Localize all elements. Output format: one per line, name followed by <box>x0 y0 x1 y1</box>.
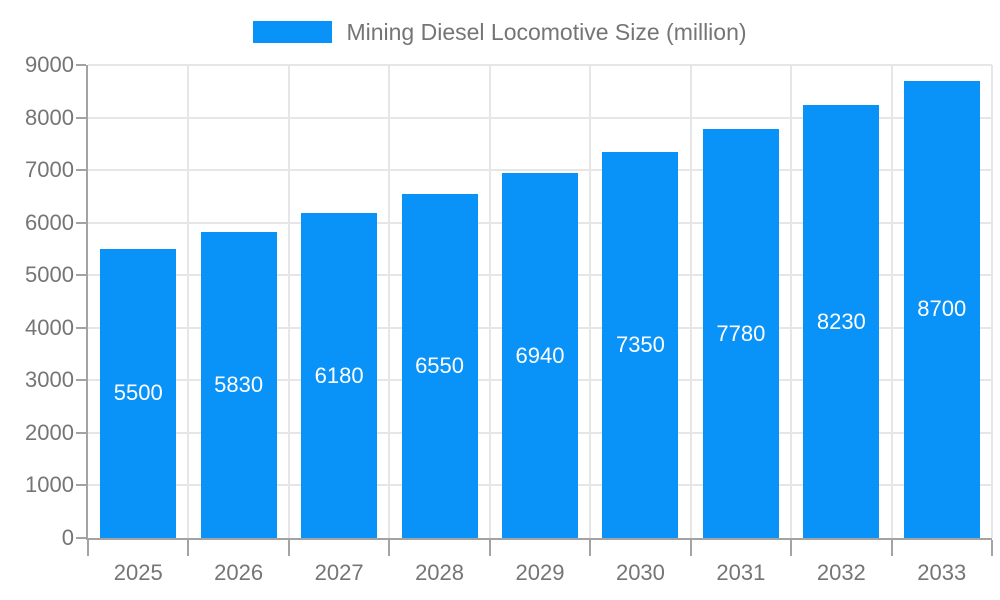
gridline-horizontal <box>88 116 992 119</box>
x-tick-label: 2033 <box>917 560 967 585</box>
bar[interactable] <box>502 173 578 538</box>
legend-swatch[interactable] <box>253 21 333 43</box>
legend[interactable]: Mining Diesel Locomotive Size (million) <box>0 20 1000 44</box>
y-axis-tick <box>76 431 86 434</box>
y-axis-tick <box>76 537 86 539</box>
y-tick-label: 5000 <box>25 262 74 288</box>
x-axis-tick <box>689 540 692 556</box>
y-tick-label: 4000 <box>25 314 74 340</box>
y-tick-label: 0 <box>61 525 74 550</box>
y-axis-tick <box>76 116 86 119</box>
x-axis-tick <box>991 540 993 556</box>
x-tick-label: 2027 <box>314 560 364 585</box>
x-axis-tick <box>388 540 391 556</box>
gridline-vertical <box>488 65 491 538</box>
x-tick-label: 2032 <box>816 560 866 585</box>
gridline-vertical <box>589 65 592 538</box>
y-axis-line <box>86 65 88 540</box>
bar[interactable] <box>100 248 177 538</box>
x-axis-tick <box>488 540 491 556</box>
x-tick-label: 2028 <box>415 560 465 585</box>
bar-value-label: 8230 <box>816 308 866 334</box>
x-axis-tick <box>187 540 190 556</box>
y-axis-tick <box>76 64 86 66</box>
bar-value-label: 5830 <box>214 371 264 397</box>
legend-label[interactable]: Mining Diesel Locomotive Size (million) <box>346 19 747 45</box>
x-axis-line <box>88 538 992 540</box>
bar-value-label: 6180 <box>314 362 364 388</box>
bar-value-label: 7350 <box>615 331 665 357</box>
y-axis-tick <box>76 484 86 487</box>
y-tick-label: 7000 <box>25 157 74 183</box>
x-axis-tick <box>790 540 793 556</box>
bar[interactable] <box>401 193 478 538</box>
x-axis-tick <box>589 540 592 556</box>
gridline-horizontal <box>88 169 992 172</box>
bar-value-label: 6940 <box>515 342 565 368</box>
y-axis-tick <box>76 221 86 224</box>
gridline-vertical <box>790 65 793 538</box>
x-axis-tick <box>87 540 89 556</box>
y-axis-tick <box>76 326 86 329</box>
gridline-vertical <box>388 65 391 538</box>
gridline-vertical <box>689 65 692 538</box>
bar[interactable] <box>803 105 880 538</box>
y-axis-tick <box>76 274 86 277</box>
bar[interactable] <box>702 129 779 538</box>
x-axis-tick <box>287 540 290 556</box>
x-tick-label: 2026 <box>214 560 264 585</box>
gridline-vertical <box>890 65 893 538</box>
x-axis-tick <box>890 540 893 556</box>
y-axis-tick <box>76 379 86 382</box>
x-tick-label: 2025 <box>113 560 163 585</box>
x-tick-label: 2029 <box>515 560 565 585</box>
bar-value-label: 6550 <box>415 352 465 378</box>
y-tick-label: 2000 <box>25 419 74 445</box>
gridline-vertical <box>991 65 993 538</box>
bar-value-label: 5500 <box>113 380 163 406</box>
y-tick-label: 3000 <box>25 367 74 393</box>
bar[interactable] <box>200 231 277 538</box>
bar-value-label: 8700 <box>917 296 967 322</box>
bar[interactable] <box>602 151 679 538</box>
y-axis-tick <box>76 169 86 172</box>
gridline-vertical <box>287 65 290 538</box>
y-tick-label: 1000 <box>25 472 74 498</box>
bar[interactable] <box>903 80 980 538</box>
bar[interactable] <box>301 213 378 538</box>
y-tick-label: 9000 <box>25 52 74 77</box>
x-tick-label: 2031 <box>716 560 766 585</box>
gridline-horizontal <box>88 64 992 66</box>
x-tick-label: 2030 <box>615 560 665 585</box>
gridline-vertical <box>187 65 190 538</box>
y-tick-label: 8000 <box>25 104 74 130</box>
y-tick-label: 6000 <box>25 209 74 235</box>
bar-value-label: 7780 <box>716 320 766 346</box>
